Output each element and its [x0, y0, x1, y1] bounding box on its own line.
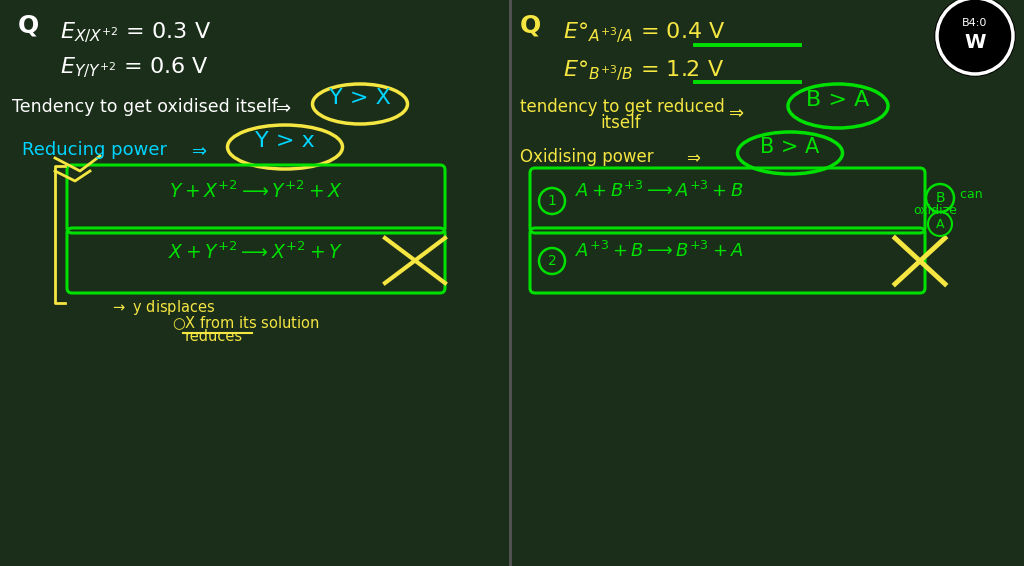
Text: $\Rightarrow$: $\Rightarrow$ [188, 141, 208, 159]
Text: Q: Q [520, 13, 542, 37]
Text: B4:0: B4:0 [963, 18, 988, 28]
Text: 1: 1 [548, 194, 556, 208]
Text: Q: Q [18, 13, 39, 37]
Text: A: A [936, 217, 944, 230]
Text: Reducing power: Reducing power [22, 141, 167, 159]
Text: W: W [965, 33, 986, 53]
Text: $A^{+3} + B \longrightarrow B^{+3} + A$: $A^{+3} + B \longrightarrow B^{+3} + A$ [575, 241, 743, 261]
Text: $A + B^{+3} \longrightarrow A^{+3} + B$: $A + B^{+3} \longrightarrow A^{+3} + B$ [575, 181, 743, 201]
Text: oxidize: oxidize [913, 204, 957, 217]
Text: $Y + X^{+2} \longrightarrow Y^{+2} + X$: $Y + X^{+2} \longrightarrow Y^{+2} + X$ [169, 180, 343, 201]
Text: Tendency to get oxidised itself: Tendency to get oxidised itself [12, 98, 278, 116]
Text: Oxidising power: Oxidising power [520, 148, 653, 166]
Text: B > A: B > A [761, 137, 819, 157]
Text: B > A: B > A [806, 90, 869, 110]
Text: reduces: reduces [185, 329, 243, 344]
Text: $X + Y^{+2} \longrightarrow X^{+2} + Y$: $X + Y^{+2} \longrightarrow X^{+2} + Y$ [168, 241, 344, 263]
Text: $\bigcirc$X from its solution: $\bigcirc$X from its solution [172, 314, 319, 332]
Text: $\Rightarrow$: $\Rightarrow$ [683, 148, 701, 166]
Text: $E_{Y/Y^{+2}}$ = 0.6 V: $E_{Y/Y^{+2}}$ = 0.6 V [60, 56, 209, 80]
Text: tendency to get reduced: tendency to get reduced [520, 98, 725, 116]
Text: Y > X: Y > X [329, 88, 391, 108]
Circle shape [935, 0, 1015, 76]
Text: $E°_{A^{+3}/A}$ = 0.4 V: $E°_{A^{+3}/A}$ = 0.4 V [563, 21, 725, 45]
Text: $\Rightarrow$: $\Rightarrow$ [272, 98, 292, 116]
Text: $\rightarrow$ y displaces: $\rightarrow$ y displaces [110, 298, 215, 317]
Text: $E°_{B^{+3}/B}$ = 1.2 V: $E°_{B^{+3}/B}$ = 1.2 V [563, 59, 724, 83]
Text: B: B [935, 191, 945, 205]
Text: $E_{X/X^{+2}}$ = 0.3 V: $E_{X/X^{+2}}$ = 0.3 V [60, 21, 211, 45]
Text: 2: 2 [548, 254, 556, 268]
Text: can: can [956, 187, 983, 200]
Text: Y > x: Y > x [255, 131, 314, 151]
Text: itself: itself [600, 114, 641, 132]
Text: $\Rightarrow$: $\Rightarrow$ [725, 103, 744, 121]
